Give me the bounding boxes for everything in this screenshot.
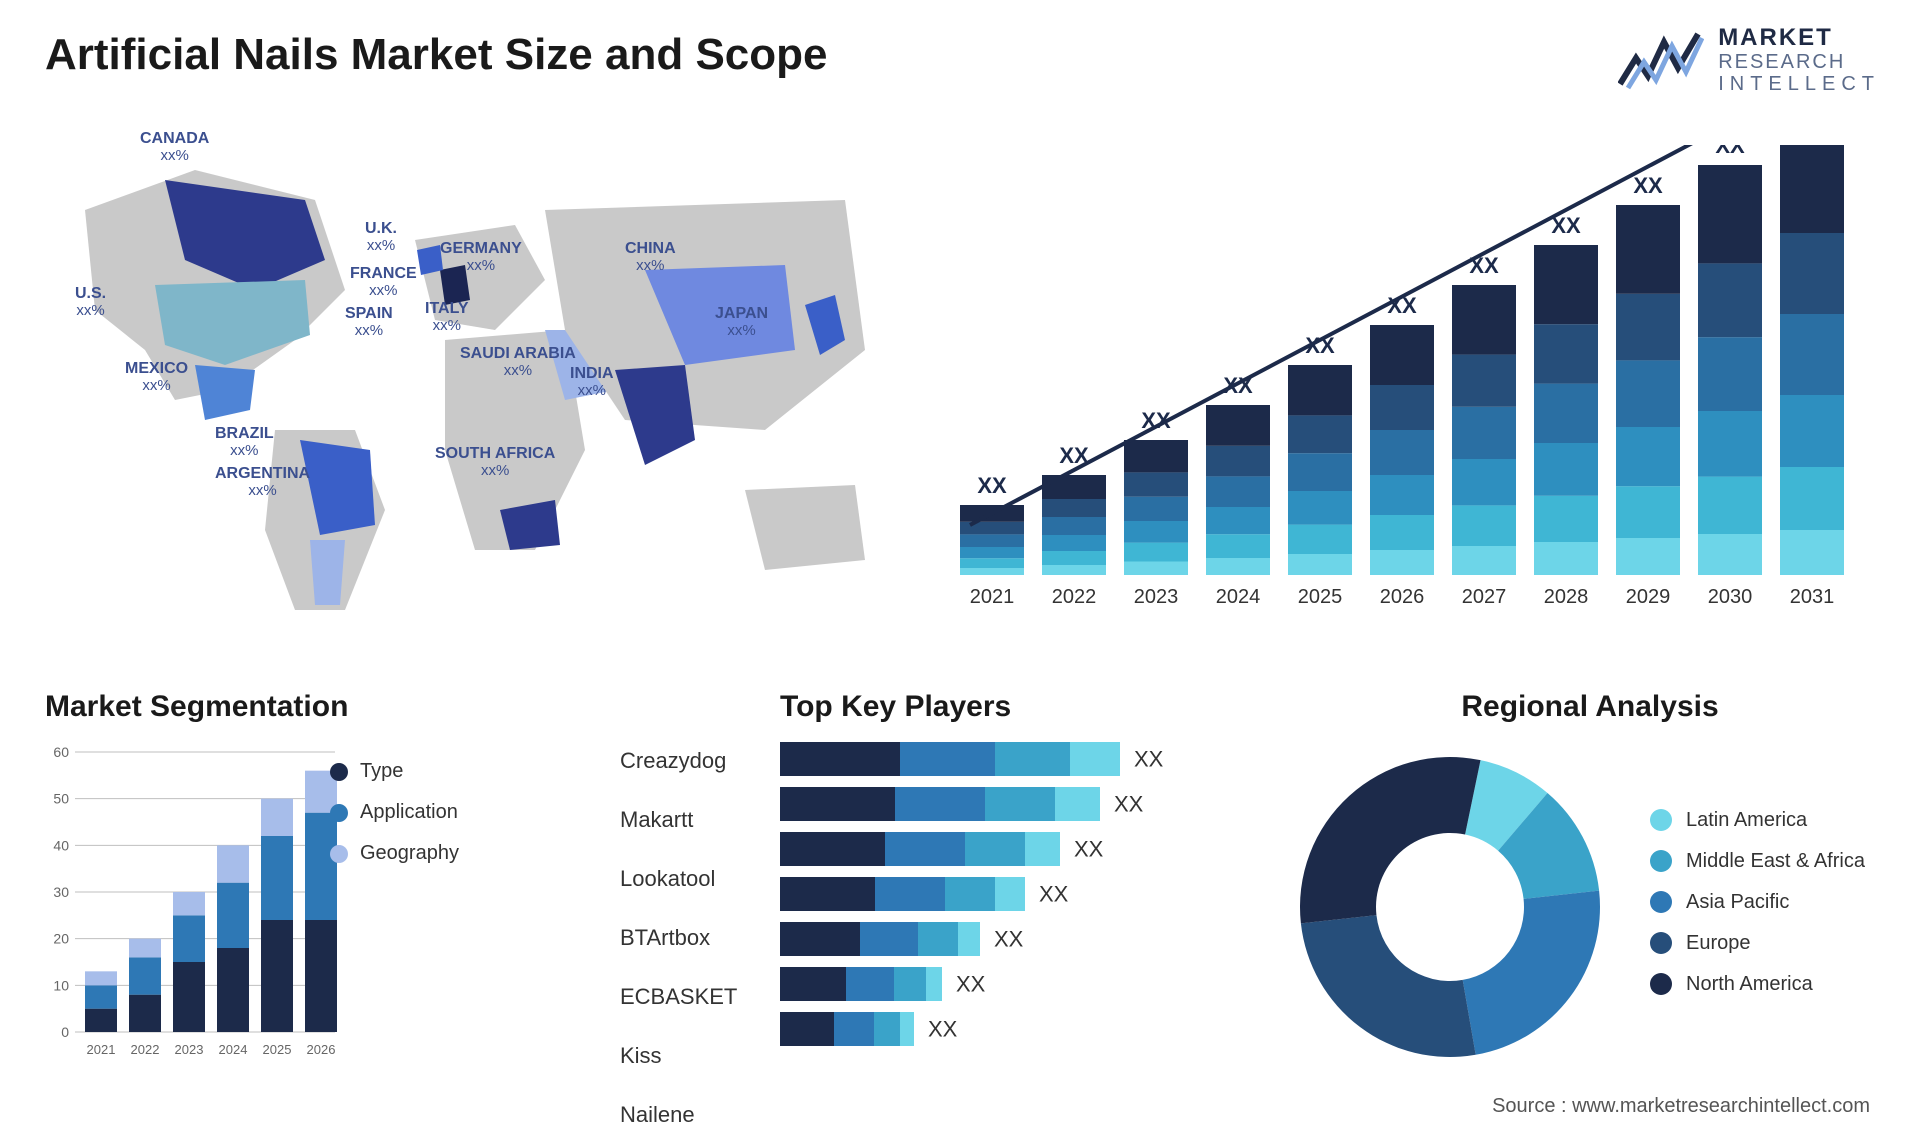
svg-text:2023: 2023 <box>175 1042 204 1057</box>
map-label-germany: GERMANYxx% <box>440 240 522 274</box>
key-players-title: Top Key Players <box>780 690 1260 724</box>
svg-text:2022: 2022 <box>1052 586 1097 608</box>
source-attribution: Source : www.marketresearchintellect.com <box>1492 1095 1870 1118</box>
svg-text:10: 10 <box>53 977 69 993</box>
seg-legend-geography: Geography <box>330 842 459 865</box>
svg-text:40: 40 <box>53 837 69 853</box>
svg-text:0: 0 <box>61 1024 69 1040</box>
logo-line3: INTELLECT <box>1718 73 1880 95</box>
svg-text:2022: 2022 <box>131 1042 160 1057</box>
svg-text:XX: XX <box>928 1016 958 1041</box>
ra-legend-north-america: North America <box>1650 973 1865 996</box>
logo-line1: MARKET <box>1718 25 1880 51</box>
segmentation-legend: Type Application Geography <box>330 760 459 865</box>
map-label-japan: JAPANxx% <box>715 305 768 339</box>
svg-text:2025: 2025 <box>263 1042 292 1057</box>
ra-legend-asia-pacific: Asia Pacific <box>1650 891 1865 914</box>
svg-text:XX: XX <box>956 971 986 996</box>
svg-text:20: 20 <box>53 931 69 947</box>
regional-donut-chart <box>1290 742 1610 1062</box>
kp-label-creazydog: Creazydog <box>620 744 780 778</box>
svg-text:XX: XX <box>1074 836 1104 861</box>
map-label-u.k.: U.K.xx% <box>365 220 397 254</box>
map-label-india: INDIAxx% <box>570 365 614 399</box>
ra-legend-middle-east-africa: Middle East & Africa <box>1650 850 1865 873</box>
map-label-spain: SPAINxx% <box>345 305 393 339</box>
world-map: CANADAxx% U.S.xx% MEXICOxx% BRAZILxx% ARGENT… <box>45 130 905 650</box>
svg-text:2028: 2028 <box>1544 586 1589 608</box>
map-label-france: FRANCExx% <box>350 265 417 299</box>
kp-label-btartbox: BTArtbox <box>620 921 780 955</box>
svg-text:2027: 2027 <box>1462 586 1507 608</box>
growth-bar-chart: XX2021XX2022XX2023XX2024XX2025XX2026XX20… <box>950 145 1870 625</box>
logo-line2: RESEARCH <box>1718 51 1880 73</box>
svg-text:XX: XX <box>1134 746 1164 771</box>
map-label-argentina: ARGENTINAxx% <box>215 465 310 499</box>
svg-text:XX: XX <box>977 473 1007 498</box>
kp-label-ecbasket: ECBASKET <box>620 980 780 1014</box>
kp-label-makartt: Makartt <box>620 803 780 837</box>
svg-text:XX: XX <box>1715 145 1745 158</box>
segmentation-title: Market Segmentation <box>45 690 605 724</box>
map-label-canada: CANADAxx% <box>140 130 209 164</box>
regional-title: Regional Analysis <box>1290 690 1890 724</box>
key-players-chart: XXXXXXXXXXXXXX <box>780 742 1240 1072</box>
svg-text:50: 50 <box>53 791 69 807</box>
svg-text:2029: 2029 <box>1626 586 1671 608</box>
map-label-u.s.: U.S.xx% <box>75 285 106 319</box>
svg-text:2025: 2025 <box>1298 586 1343 608</box>
brand-logo: MARKET RESEARCH INTELLECT <box>1618 25 1880 95</box>
svg-text:XX: XX <box>994 926 1024 951</box>
svg-text:XX: XX <box>1114 791 1144 816</box>
seg-legend-type: Type <box>330 760 459 783</box>
kp-label-lookatool: Lookatool <box>620 862 780 896</box>
map-label-brazil: BRAZILxx% <box>215 425 274 459</box>
map-label-china: CHINAxx% <box>625 240 676 274</box>
svg-text:2031: 2031 <box>1790 586 1835 608</box>
kp-label-nailene: Nailene <box>620 1098 780 1132</box>
ra-legend-europe: Europe <box>1650 932 1865 955</box>
svg-text:2026: 2026 <box>307 1042 336 1057</box>
map-label-saudi-arabia: SAUDI ARABIAxx% <box>460 345 576 379</box>
kp-label-kiss: Kiss <box>620 1039 780 1073</box>
key-players-labels: Creazydog Makartt Lookatool BTArtbox ECBASKE… <box>620 742 780 1143</box>
map-label-mexico: MEXICOxx% <box>125 360 188 394</box>
brand-logo-mark <box>1618 28 1704 92</box>
ra-legend-latin-america: Latin America <box>1650 809 1865 832</box>
svg-text:2021: 2021 <box>970 586 1015 608</box>
key-players-panel: Top Key Players Creazydog Makartt Lookatoo… <box>620 690 1260 1143</box>
map-label-italy: ITALYxx% <box>425 300 469 334</box>
regional-legend: Latin America Middle East & Africa Asia Pa… <box>1650 809 1865 996</box>
seg-legend-application: Application <box>330 801 459 824</box>
map-label-south-africa: SOUTH AFRICAxx% <box>435 445 555 479</box>
svg-text:2024: 2024 <box>219 1042 248 1057</box>
page-title: Artificial Nails Market Size and Scope <box>45 30 827 80</box>
svg-text:XX: XX <box>1633 173 1663 198</box>
svg-text:30: 30 <box>53 884 69 900</box>
svg-text:2026: 2026 <box>1380 586 1425 608</box>
svg-text:2024: 2024 <box>1216 586 1261 608</box>
regional-panel: Regional Analysis Latin America Middle Ea… <box>1290 690 1890 1062</box>
svg-text:60: 60 <box>53 744 69 760</box>
svg-text:2021: 2021 <box>87 1042 116 1057</box>
svg-text:XX: XX <box>1039 881 1069 906</box>
svg-text:2023: 2023 <box>1134 586 1179 608</box>
svg-text:2030: 2030 <box>1708 586 1753 608</box>
segmentation-chart: 0 10 20 30 40 50 60 2021 2022 2023 2024 2025 2026 <box>45 742 345 1062</box>
segmentation-panel: Market Segmentation 0 10 20 30 40 50 60 2021 202… <box>45 690 605 1067</box>
